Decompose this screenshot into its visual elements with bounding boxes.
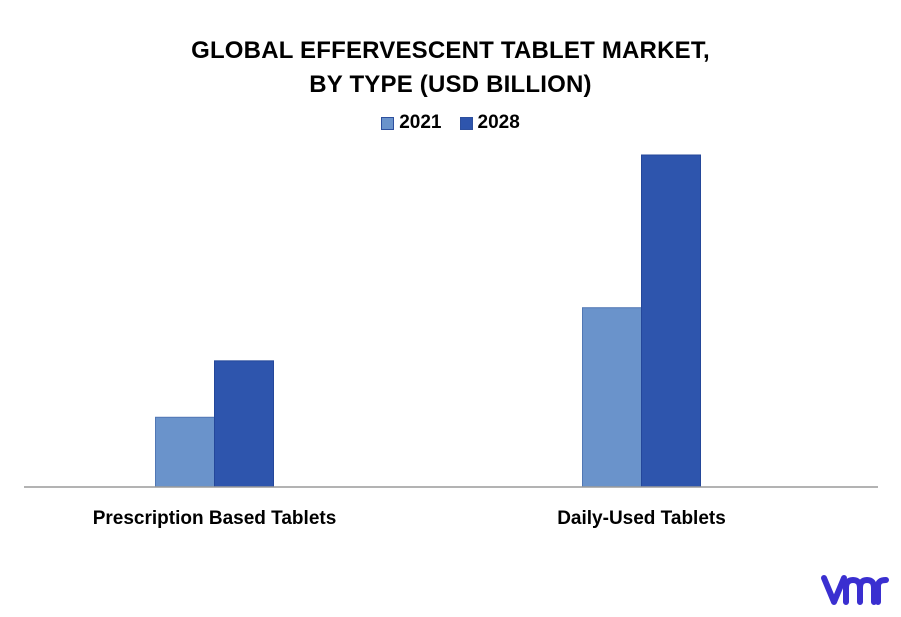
chart-title-line-1: GLOBAL EFFERVESCENT TABLET MARKET, — [191, 37, 710, 64]
vmr-logo-icon — [821, 575, 889, 605]
chart-title-line-2: BY TYPE (USD BILLION) — [309, 71, 592, 98]
legend-label-2028: 2028 — [477, 112, 520, 133]
legend-label-2021: 2021 — [399, 112, 442, 133]
bar-2028-1 — [641, 154, 701, 488]
bar-2021-1 — [582, 307, 642, 488]
bar-2021-0 — [155, 416, 215, 488]
legend-swatch-2028 — [459, 116, 473, 130]
chart-title: GLOBAL EFFERVESCENT TABLET MARKET, BY TY… — [0, 34, 901, 102]
chart-legend: 2021 2028 — [0, 112, 901, 134]
legend-item-2021: 2021 — [381, 112, 442, 134]
bar-2028-0 — [214, 360, 274, 488]
x-tick-label: Daily-Used Tablets — [557, 508, 726, 529]
legend-item-2028: 2028 — [459, 112, 520, 134]
x-tick-label: Prescription Based Tablets — [93, 508, 337, 529]
legend-swatch-2021 — [381, 116, 395, 130]
